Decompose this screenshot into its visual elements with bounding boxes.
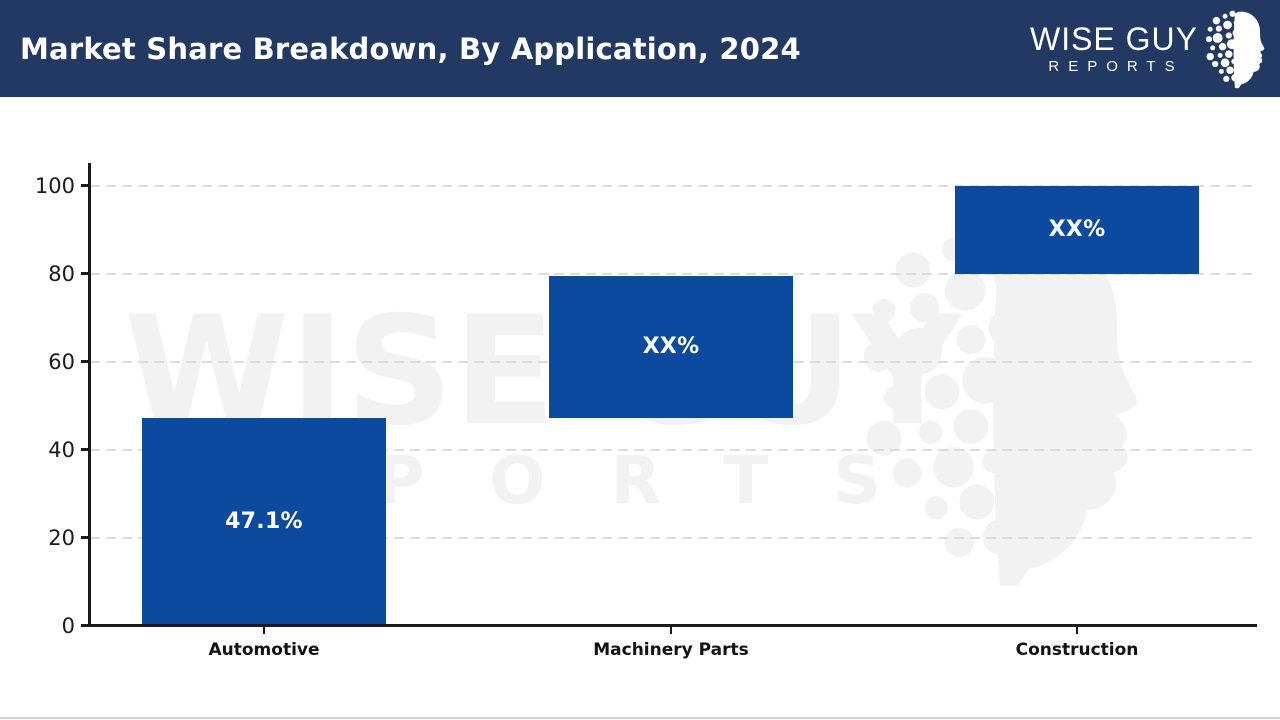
y-tick-20 xyxy=(81,536,88,539)
y-tick-label: 60 xyxy=(48,349,75,374)
logo-subtitle: REPORTS xyxy=(1048,58,1184,75)
gridline-40 xyxy=(90,448,1256,451)
x-axis-line xyxy=(88,624,1257,627)
x-tick-1 xyxy=(669,627,673,634)
bar-value-label: 47.1% xyxy=(225,509,303,535)
bar-construction: XX% xyxy=(955,185,1199,274)
bottom-border-rule xyxy=(0,717,1280,719)
y-tick-label: 40 xyxy=(48,437,75,462)
y-tick-label: 0 xyxy=(61,613,75,638)
gridline-80 xyxy=(90,272,1256,275)
y-tick-0 xyxy=(81,624,88,627)
x-tick-0 xyxy=(262,627,266,634)
x-tick-2 xyxy=(1075,627,1079,634)
wise-guy-reports-logo: WISE GUY REPORTS xyxy=(1030,8,1266,89)
logo-wordmark: WISE GUY xyxy=(1029,21,1198,57)
bar-value-label: XX% xyxy=(1048,217,1106,242)
page-title: Market Share Breakdown, By Application, … xyxy=(20,31,801,66)
bar-automotive: 47.1% xyxy=(142,418,386,626)
x-category-label: Construction xyxy=(1015,640,1139,660)
y-tick-100 xyxy=(81,184,88,187)
y-tick-80 xyxy=(81,272,88,275)
y-axis-line xyxy=(88,163,91,627)
y-tick-40 xyxy=(81,448,88,451)
gridline-20 xyxy=(90,536,1256,539)
bar-value-label: XX% xyxy=(642,334,700,360)
x-category-label: Automotive xyxy=(208,640,320,660)
y-tick-60 xyxy=(81,360,88,363)
logo-head-icon xyxy=(1205,10,1265,89)
x-category-label: Machinery Parts xyxy=(593,640,749,660)
y-tick-label: 20 xyxy=(48,525,75,550)
bar-machinery-parts: XX% xyxy=(549,275,793,419)
gridline-100 xyxy=(90,184,1256,187)
header-band: Market Share Breakdown, By Application, … xyxy=(0,0,1280,97)
y-tick-label: 80 xyxy=(48,261,75,286)
y-tick-label: 100 xyxy=(34,173,75,198)
logo-text: WISE GUY REPORTS xyxy=(1030,23,1198,74)
